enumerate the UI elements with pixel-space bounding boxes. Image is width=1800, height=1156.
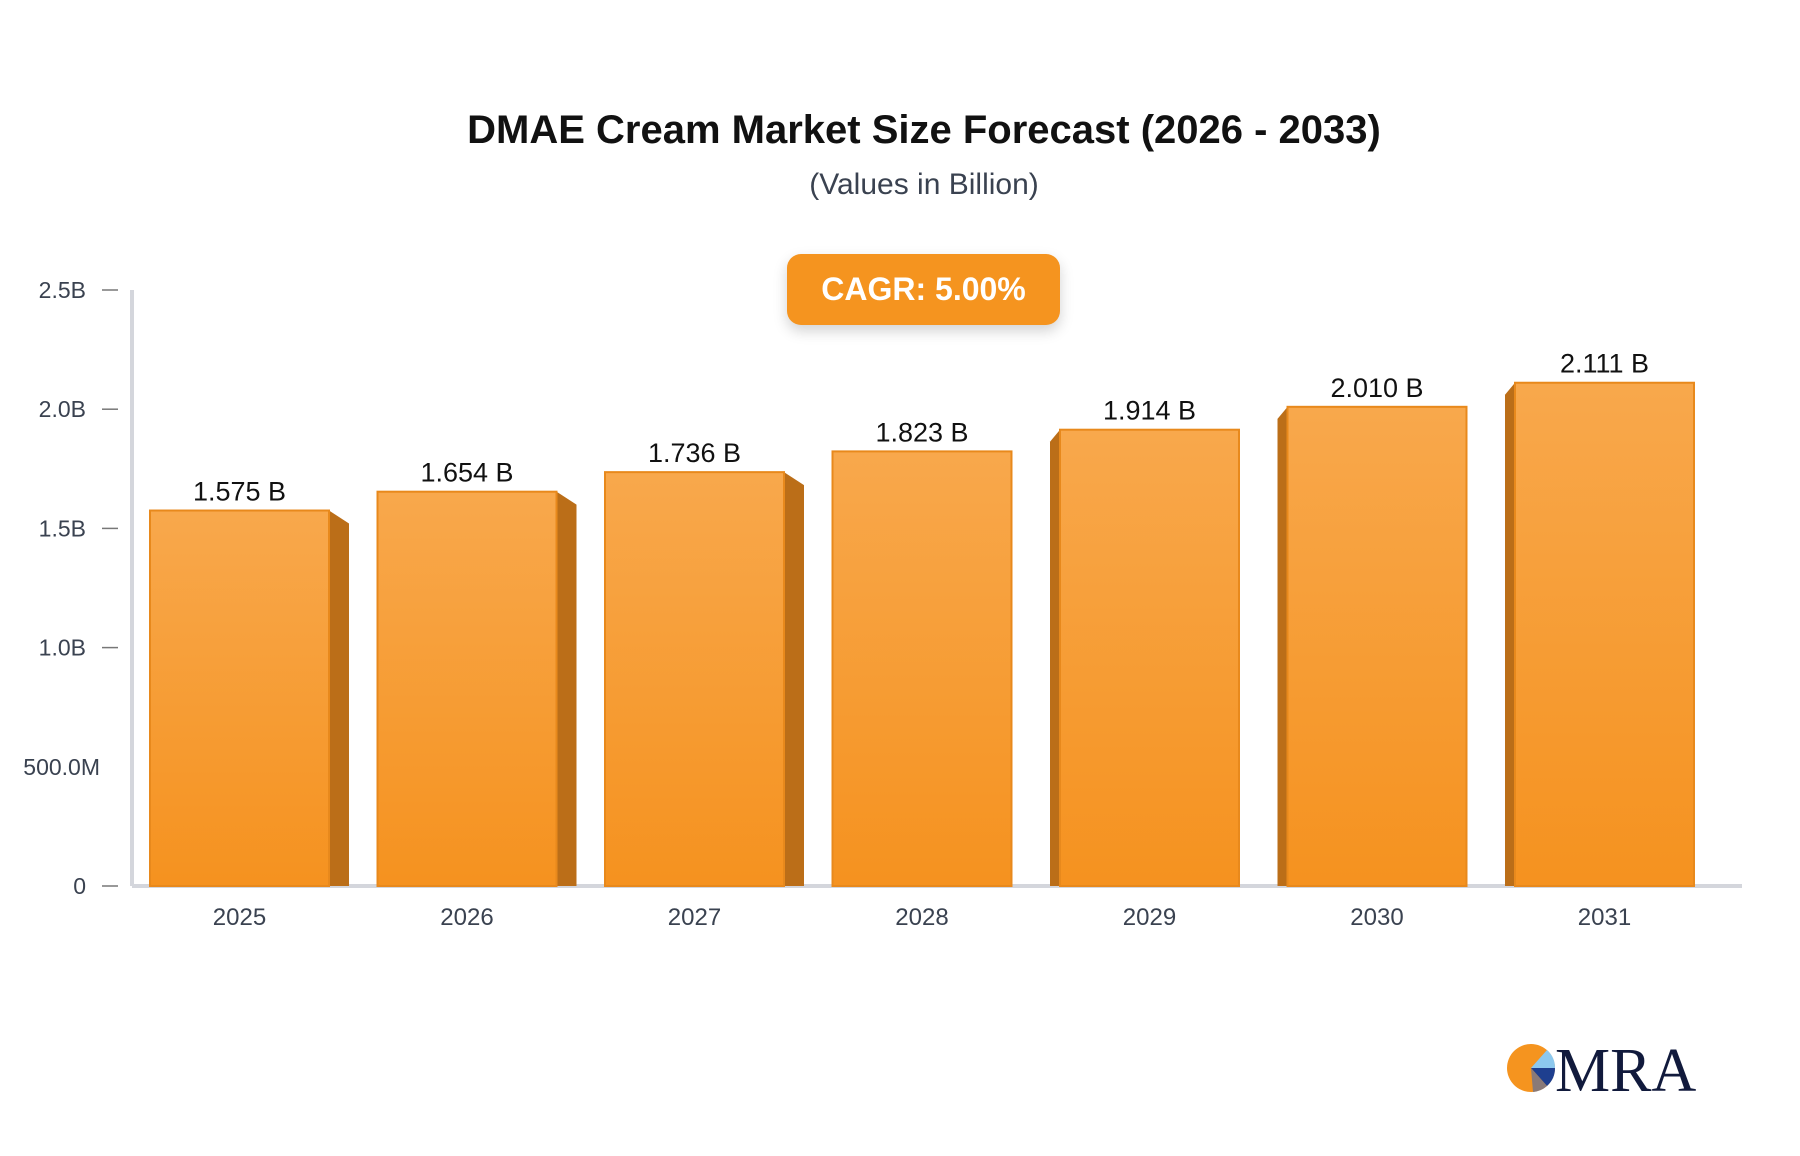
x-tick-label: 2029 [1123,904,1176,931]
bar-side [1050,429,1060,886]
data-label: 1.736 B [648,438,741,468]
bar-side [1277,406,1288,886]
y-tick-label: 1.0B [39,635,86,661]
y-tick-label: 500.0M [23,754,100,780]
y-tick-label: 0 [73,873,86,899]
bar [1059,428,1240,887]
mra-logo: MRA [1507,1037,1696,1100]
bar [604,471,785,887]
y-tick-label: 2.0B [39,396,86,422]
x-tick-label: 2025 [213,904,266,931]
chart-title: DMAE Cream Market Size Forecast (2026 - … [467,108,1381,152]
y-tick-label: 1.5B [39,515,86,541]
data-label: 1.823 B [875,417,968,447]
x-tick-label: 2027 [668,904,721,931]
bar-side [556,491,577,886]
bar [376,490,558,887]
data-label: 1.654 B [420,458,513,488]
data-label: 1.914 B [1103,396,1196,426]
data-label: 2.010 B [1330,373,1423,403]
bar-side [1505,382,1515,886]
bar [1286,405,1468,887]
x-tick-label: 2028 [895,904,948,931]
bar [149,509,330,887]
svg-text:MRA: MRA [1555,1037,1696,1100]
bar-side [784,472,804,886]
x-tick-label: 2031 [1578,904,1631,931]
cagr-badge: CAGR: 5.00% [787,254,1060,325]
y-tick-label: 2.5B [39,277,86,303]
bar [1514,381,1695,887]
bar-side [329,510,349,886]
bar [831,450,1013,887]
x-tick-label: 2030 [1350,904,1403,931]
data-label: 1.575 B [193,477,286,507]
chart-subtitle: (Values in Billion) [809,168,1039,201]
data-label: 2.111 B [1560,349,1649,379]
x-tick-label: 2026 [440,904,493,931]
